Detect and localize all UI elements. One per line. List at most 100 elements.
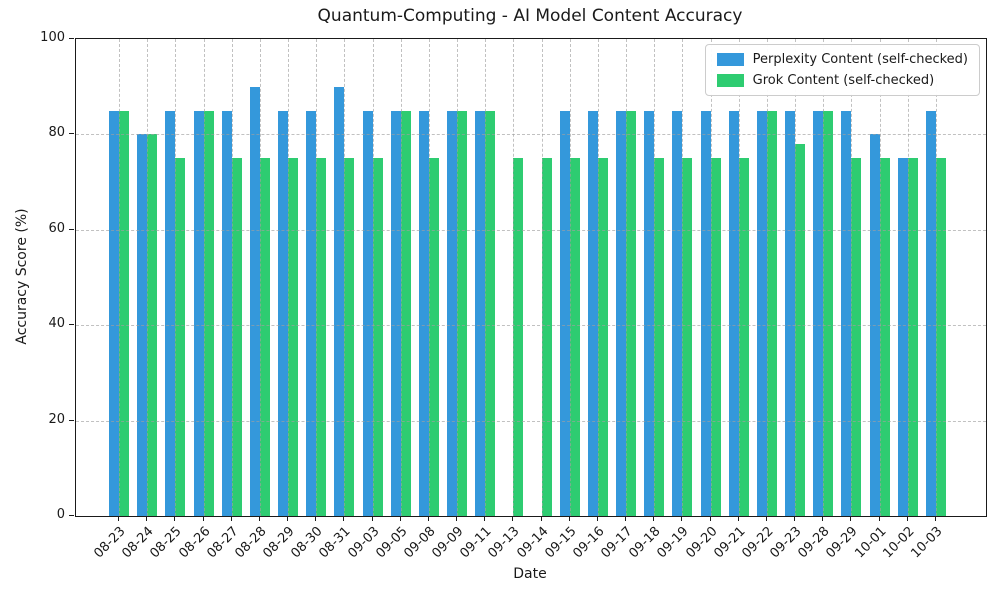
- legend: Perplexity Content (self-checked) Grok C…: [704, 44, 980, 96]
- y-tick-mark: [69, 38, 74, 39]
- x-tick-mark: [625, 516, 627, 521]
- bar-grok-08-29: [288, 158, 299, 516]
- x-tick-mark: [935, 516, 936, 521]
- x-tick-mark: [540, 516, 542, 521]
- bar-grok-10-02: [907, 158, 918, 516]
- x-tick-mark: [258, 516, 260, 521]
- bar-perplexity-09-09: [447, 110, 458, 516]
- bar-grok-09-15: [569, 158, 580, 516]
- bar-grok-09-23: [795, 143, 806, 516]
- x-tick-mark: [794, 516, 796, 521]
- x-tick-mark: [822, 516, 824, 521]
- x-tick-mark: [709, 516, 711, 521]
- bar-perplexity-09-11: [475, 110, 486, 516]
- x-tick-mark: [146, 516, 148, 521]
- bar-perplexity-09-28: [813, 110, 824, 516]
- bar-perplexity-08-31: [334, 86, 345, 516]
- x-tick-mark: [456, 516, 458, 521]
- y-tick-label: 80: [48, 125, 65, 141]
- bar-grok-09-19: [682, 158, 693, 516]
- x-tick-mark: [427, 516, 429, 521]
- bar-grok-09-16: [597, 158, 608, 516]
- bar-grok-09-28: [823, 110, 834, 516]
- bar-perplexity-10-01: [869, 134, 880, 516]
- bar-perplexity-09-03: [362, 110, 373, 516]
- bar-grok-09-14: [541, 158, 552, 516]
- x-tick-mark: [202, 516, 204, 521]
- y-tick-label: 40: [48, 316, 65, 332]
- bar-perplexity-10-03: [926, 110, 936, 516]
- bar-perplexity-10-02: [897, 158, 908, 516]
- bar-perplexity-09-29: [841, 110, 852, 516]
- x-tick-mark: [371, 516, 373, 521]
- chart-title: Quantum-Computing - AI Model Content Acc…: [317, 6, 743, 26]
- x-tick-mark: [681, 516, 683, 521]
- bar-grok-09-08: [428, 158, 439, 516]
- x-tick-mark: [568, 516, 570, 521]
- bar-perplexity-09-16: [587, 110, 598, 516]
- bar-perplexity-08-26: [193, 110, 204, 516]
- x-tick-mark: [850, 516, 852, 521]
- x-tick-mark: [765, 516, 767, 521]
- x-tick-mark: [315, 516, 317, 521]
- legend-label-grok: Grok Content (self-checked): [752, 73, 935, 88]
- x-tick-mark: [737, 516, 739, 521]
- bar-perplexity-08-23: [109, 110, 119, 516]
- bar-grok-09-20: [710, 158, 721, 516]
- x-tick-mark: [174, 516, 176, 521]
- x-tick-mark: [230, 516, 232, 521]
- x-tick-mark: [906, 516, 908, 521]
- x-axis-label: Date: [513, 566, 547, 582]
- bar-perplexity-09-05: [390, 110, 401, 516]
- y-tick-mark: [69, 133, 74, 135]
- bar-grok-10-01: [879, 158, 890, 516]
- bar-grok-09-09: [457, 110, 468, 516]
- x-tick-mark: [343, 516, 345, 521]
- bar-grok-08-25: [175, 158, 186, 516]
- bar-perplexity-09-18: [644, 110, 655, 516]
- bar-perplexity-08-24: [137, 134, 148, 516]
- y-tick-label: 0: [56, 507, 65, 522]
- bar-perplexity-09-15: [559, 110, 570, 516]
- y-tick-label: 60: [48, 220, 65, 236]
- x-tick-mark: [399, 516, 401, 521]
- bar-grok-09-11: [485, 110, 496, 516]
- x-tick-mark: [118, 516, 119, 521]
- y-tick-mark: [69, 419, 74, 421]
- bar-perplexity-08-30: [306, 110, 317, 516]
- legend-item-grok: Grok Content (self-checked): [716, 73, 968, 88]
- y-tick-mark: [69, 228, 74, 230]
- legend-item-perplexity: Perplexity Content (self-checked): [716, 52, 968, 67]
- x-tick-mark: [596, 516, 598, 521]
- x-tick-mark: [484, 516, 486, 521]
- y-tick-mark: [69, 515, 74, 516]
- x-tick-mark: [287, 516, 289, 521]
- bar-grok-09-05: [400, 110, 411, 516]
- bar-perplexity-09-21: [728, 110, 739, 516]
- bar-grok-10-03: [936, 158, 946, 516]
- bar-perplexity-09-22: [756, 110, 767, 516]
- bar-grok-09-17: [626, 110, 637, 516]
- bar-grok-08-30: [316, 158, 327, 516]
- bar-grok-09-13: [513, 158, 524, 516]
- bar-perplexity-09-17: [616, 110, 627, 516]
- bar-grok-09-29: [851, 158, 862, 516]
- x-tick-mark: [512, 516, 514, 521]
- bar-perplexity-09-08: [418, 110, 429, 516]
- bar-grok-08-26: [203, 110, 214, 516]
- legend-label-perplexity: Perplexity Content (self-checked): [752, 52, 968, 67]
- bar-grok-09-03: [372, 158, 383, 516]
- y-tick-mark: [69, 324, 74, 326]
- bar-grok-08-24: [147, 134, 158, 516]
- bar-grok-09-22: [766, 110, 777, 516]
- y-axis-label: Accuracy Score (%): [14, 208, 30, 345]
- y-tick-label: 20: [48, 411, 65, 427]
- x-tick-mark: [878, 516, 880, 521]
- bar-perplexity-08-25: [165, 110, 176, 516]
- legend-swatch-grok-icon: [716, 74, 744, 87]
- bar-grok-08-27: [231, 158, 242, 516]
- bar-grok-09-21: [738, 158, 749, 516]
- bar-grok-08-31: [344, 158, 355, 516]
- bar-perplexity-08-27: [221, 110, 232, 516]
